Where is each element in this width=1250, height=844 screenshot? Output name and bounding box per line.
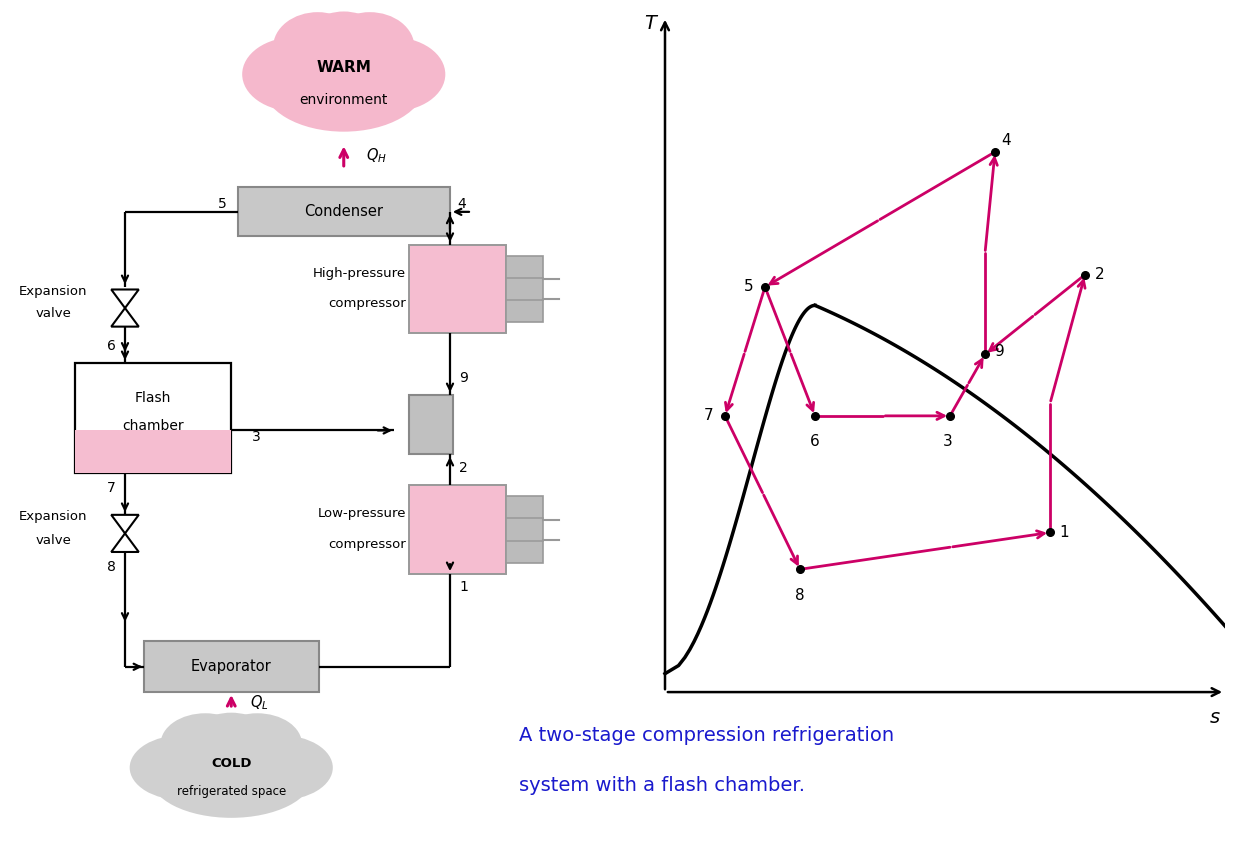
Text: 2: 2 bbox=[460, 462, 468, 475]
Polygon shape bbox=[111, 515, 139, 533]
Text: 5: 5 bbox=[744, 279, 754, 295]
Text: 1: 1 bbox=[1059, 525, 1069, 540]
Text: environment: environment bbox=[300, 93, 388, 106]
Text: 4: 4 bbox=[1001, 133, 1011, 149]
Text: s: s bbox=[1210, 708, 1220, 727]
Bar bbox=[144, 641, 319, 692]
Text: 3: 3 bbox=[942, 434, 952, 449]
Text: 6: 6 bbox=[810, 434, 820, 449]
Text: $Q_H$: $Q_H$ bbox=[366, 147, 386, 165]
Text: compressor: compressor bbox=[329, 297, 406, 311]
Text: compressor: compressor bbox=[329, 538, 406, 551]
Ellipse shape bbox=[130, 735, 235, 800]
Text: 7: 7 bbox=[704, 408, 714, 424]
Bar bbox=[410, 485, 506, 574]
Text: chamber: chamber bbox=[122, 419, 184, 433]
Bar bbox=[75, 430, 231, 473]
Text: High-pressure: High-pressure bbox=[312, 267, 406, 280]
Bar bbox=[506, 496, 542, 563]
Text: valve: valve bbox=[35, 307, 71, 321]
Text: 7: 7 bbox=[107, 481, 115, 495]
Text: system with a flash chamber.: system with a flash chamber. bbox=[519, 776, 805, 796]
Ellipse shape bbox=[325, 12, 415, 83]
Text: 5: 5 bbox=[217, 197, 226, 211]
Ellipse shape bbox=[213, 713, 302, 775]
Text: Condenser: Condenser bbox=[304, 204, 384, 219]
Bar bbox=[410, 245, 506, 333]
Ellipse shape bbox=[190, 712, 272, 770]
Text: COLD: COLD bbox=[211, 757, 251, 771]
Bar bbox=[410, 395, 454, 454]
Text: 4: 4 bbox=[458, 197, 465, 211]
Ellipse shape bbox=[150, 735, 312, 818]
Text: Evaporator: Evaporator bbox=[191, 659, 271, 674]
Ellipse shape bbox=[228, 735, 332, 800]
Ellipse shape bbox=[304, 12, 385, 76]
Text: 9: 9 bbox=[995, 344, 1005, 359]
Text: 8: 8 bbox=[106, 560, 116, 574]
Text: 9: 9 bbox=[459, 371, 469, 385]
Text: 1: 1 bbox=[459, 580, 469, 593]
Text: Low-pressure: Low-pressure bbox=[318, 507, 406, 521]
Text: valve: valve bbox=[35, 533, 71, 547]
Bar bbox=[238, 187, 450, 236]
Text: 6: 6 bbox=[106, 339, 116, 353]
Text: refrigerated space: refrigerated space bbox=[176, 785, 286, 798]
Text: Expansion: Expansion bbox=[19, 284, 88, 298]
Polygon shape bbox=[111, 533, 139, 552]
Text: Flash: Flash bbox=[135, 392, 171, 405]
Ellipse shape bbox=[272, 12, 362, 83]
Text: WARM: WARM bbox=[316, 60, 371, 75]
Text: Expansion: Expansion bbox=[19, 510, 88, 523]
Bar bbox=[75, 363, 231, 473]
Text: T: T bbox=[644, 14, 656, 33]
Ellipse shape bbox=[242, 37, 348, 111]
Ellipse shape bbox=[340, 37, 445, 111]
Ellipse shape bbox=[262, 37, 425, 132]
Text: 3: 3 bbox=[253, 430, 261, 444]
Polygon shape bbox=[111, 289, 139, 308]
Text: $Q_L$: $Q_L$ bbox=[250, 693, 269, 711]
Bar bbox=[506, 256, 542, 322]
Text: 2: 2 bbox=[1095, 268, 1105, 282]
Text: 8: 8 bbox=[795, 587, 805, 603]
Polygon shape bbox=[111, 308, 139, 327]
Text: A two-stage compression refrigeration: A two-stage compression refrigeration bbox=[519, 726, 894, 745]
Ellipse shape bbox=[160, 713, 250, 775]
